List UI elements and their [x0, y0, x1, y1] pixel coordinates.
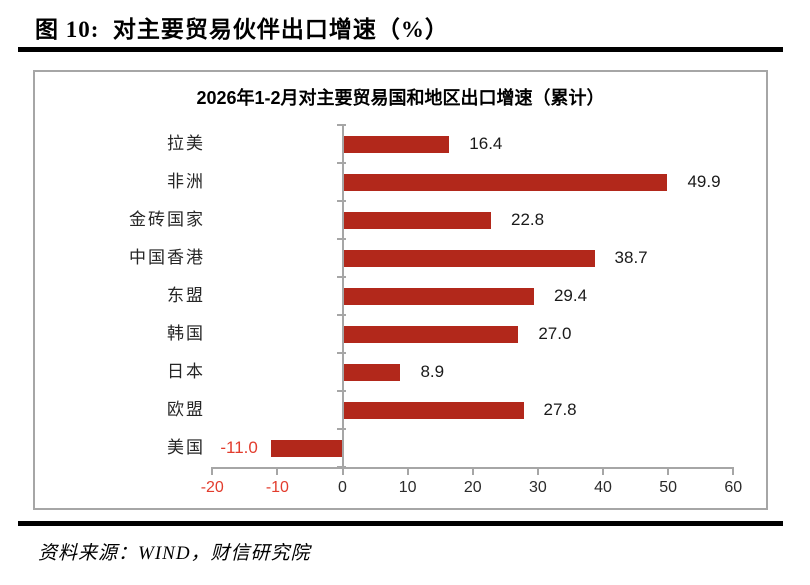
source-note: 资料来源：WIND，财信研究院	[38, 543, 311, 564]
x-axis-tick	[406, 467, 409, 475]
y-axis-tick	[336, 390, 346, 392]
category-label: 非洲	[167, 172, 205, 191]
category-label: 日本	[167, 362, 205, 381]
y-axis-tick	[336, 314, 346, 316]
y-axis-tick	[336, 124, 346, 126]
bar	[342, 249, 595, 267]
bar	[342, 401, 524, 419]
top-divider	[18, 47, 783, 52]
x-tick-label: 20	[463, 479, 482, 496]
y-axis-tick	[336, 428, 346, 430]
x-axis-tick	[211, 467, 214, 475]
category-label: 东盟	[167, 286, 205, 305]
figure-title: 图 10: 对主要贸易伙伴出口增速（%）	[35, 17, 449, 42]
category-label: 美国	[167, 438, 205, 457]
bar	[270, 439, 343, 457]
category-label: 金砖国家	[129, 210, 205, 229]
x-tick-label: 40	[594, 479, 612, 496]
category-label: 韩国	[167, 324, 205, 343]
x-axis-tick	[732, 467, 735, 475]
plot-area: 拉美 16.4 非洲 49.9 金砖国家 22.8 中国香港 38.7 东盟 29.4 韩国 27.0…	[35, 72, 766, 508]
x-axis-tick	[667, 467, 670, 475]
x-tick-label: -10	[265, 479, 289, 496]
category-label: 中国香港	[129, 248, 205, 267]
x-axis-tick	[471, 467, 474, 475]
value-label: 29.4	[553, 286, 588, 305]
x-axis-tick	[536, 467, 539, 475]
bar	[342, 173, 668, 191]
y-axis-tick	[336, 200, 346, 202]
value-label: 38.7	[614, 248, 648, 267]
bar	[342, 135, 450, 153]
y-axis-tick	[336, 238, 346, 240]
x-axis-tick	[341, 467, 344, 475]
value-label: 16.4	[469, 134, 503, 153]
value-label: 22.8	[510, 210, 545, 229]
chart-panel: 2026年1-2月对主要贸易国和地区出口增速（累计） 拉美 16.4 非洲 49.9 金…	[33, 70, 768, 510]
bar	[342, 211, 491, 229]
y-axis-line	[341, 125, 344, 467]
x-tick-label: 10	[398, 479, 417, 496]
bar	[342, 287, 534, 305]
value-label: 49.9	[687, 172, 721, 191]
value-label: -11.0	[220, 438, 258, 457]
x-axis-tick	[602, 467, 604, 475]
category-label: 拉美	[167, 134, 205, 153]
value-label: 27.8	[543, 400, 577, 419]
bottom-divider	[18, 521, 783, 526]
x-tick-label: -20	[200, 479, 224, 496]
value-label: 8.9	[420, 362, 445, 381]
bar	[342, 363, 401, 381]
x-tick-label: 30	[528, 479, 547, 496]
x-tick-label: 0	[338, 479, 347, 496]
category-label: 欧盟	[167, 400, 205, 419]
value-label: 27.0	[538, 324, 572, 343]
x-tick-label: 50	[659, 479, 678, 496]
x-tick-label: 60	[724, 479, 743, 496]
y-axis-tick	[336, 276, 346, 278]
y-axis-tick	[336, 162, 346, 164]
y-axis-tick	[336, 352, 346, 354]
chart-title: 2026年1-2月对主要贸易国和地区出口增速（累计）	[196, 88, 605, 108]
x-axis-tick	[276, 467, 279, 475]
bar	[342, 325, 519, 343]
